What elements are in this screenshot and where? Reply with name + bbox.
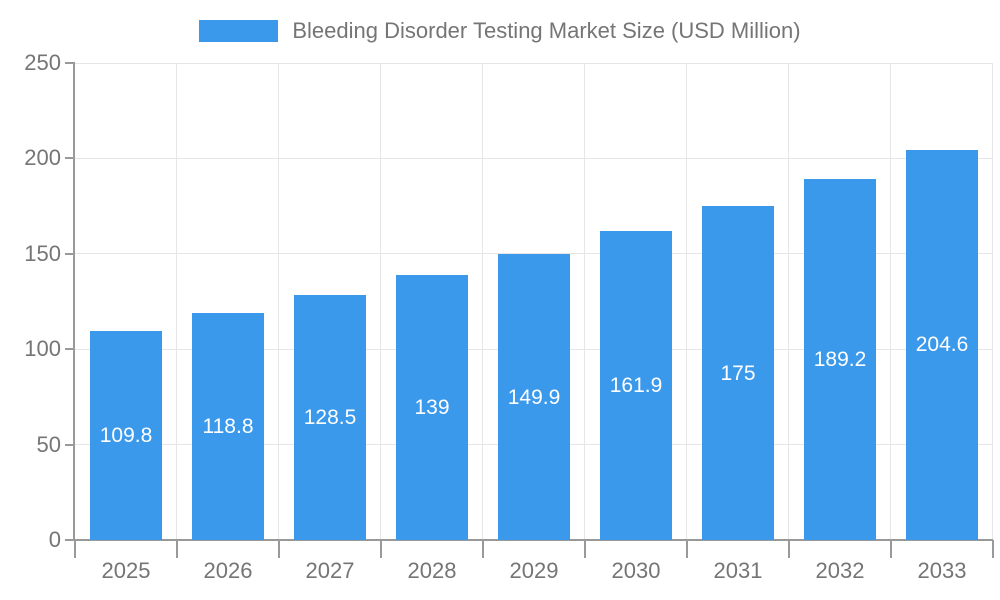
bar[interactable]: 139 [396,274,468,540]
x-tick-label: 2032 [815,558,865,583]
y-axis-tick [65,157,75,160]
x-axis-tick [482,540,484,558]
y-axis-tick [65,443,75,446]
grid-line-horizontal [75,62,993,64]
bar[interactable]: 189.2 [804,179,876,540]
legend-swatch [199,20,279,42]
grid-line-vertical [992,63,993,540]
bar[interactable]: 175 [702,206,774,540]
bar[interactable]: 128.5 [294,294,366,540]
y-axis-tick [65,62,75,64]
y-tick-label: 0 [48,527,61,552]
x-axis-tick [890,540,892,558]
x-tick-label: 2030 [611,558,661,583]
grid-line-vertical [890,63,891,540]
grid-line-vertical [278,63,279,540]
bar-value-label: 149.9 [507,385,561,409]
bar[interactable]: 204.6 [906,149,978,540]
grid-line-horizontal [75,157,993,159]
grid-line-vertical [686,63,687,540]
y-tick-label: 250 [24,50,61,75]
y-axis-tick [65,348,75,351]
grid-line-vertical [788,63,789,540]
y-tick-label: 200 [24,145,61,171]
x-tick-label: 2028 [407,558,457,583]
bar-value-label: 161.9 [609,374,663,398]
y-tick-label: 50 [36,431,61,457]
legend-item[interactable]: Bleeding Disorder Testing Market Size (U… [0,18,1000,44]
y-axis-tick [65,539,75,541]
y-axis-line [73,63,75,540]
x-axis-tick [992,540,994,558]
plot-area: 0 50 100 150 200 250 2025 2026 2027 2028 2029 2030 2… [24,50,994,583]
x-tick-label: 2031 [713,558,763,583]
x-axis-tick [686,540,688,558]
y-tick-label: 150 [24,240,61,266]
x-tick-label: 2027 [305,558,355,583]
bar-value-label: 189.2 [813,348,867,371]
x-axis-tick [788,540,790,558]
x-tick-label: 2029 [509,558,559,583]
bar[interactable]: 161.9 [600,231,672,540]
x-axis-tick [176,540,178,558]
legend-label: Bleeding Disorder Testing Market Size (U… [292,18,801,43]
grid-line-vertical [176,63,177,540]
x-axis-line [73,539,993,541]
x-tick-label: 2026 [203,558,253,583]
x-axis-tick [278,540,280,558]
y-tick-label: 100 [24,336,61,362]
x-tick-label: 2025 [101,558,151,583]
grid-line-vertical [584,63,585,540]
x-axis-tick [74,540,76,558]
grid-line-vertical [380,63,381,540]
grid-line-vertical [482,63,483,540]
bar-value-label: 109.8 [99,423,153,447]
bar[interactable]: 118.8 [192,313,264,540]
y-axis-tick [65,252,75,255]
x-axis-tick [380,540,382,558]
x-axis-tick [584,540,586,558]
bar-value-label: 139 [414,395,450,419]
x-tick-label: 2033 [917,558,967,583]
bar-value-label: 175 [720,361,756,385]
bar-value-label: 128.5 [303,405,357,429]
grid-line-horizontal [75,253,993,255]
bar[interactable]: 109.8 [90,330,162,540]
bar-value-label: 204.6 [915,333,969,357]
bar-value-label: 118.8 [202,415,254,439]
bar[interactable]: 149.9 [498,254,570,540]
